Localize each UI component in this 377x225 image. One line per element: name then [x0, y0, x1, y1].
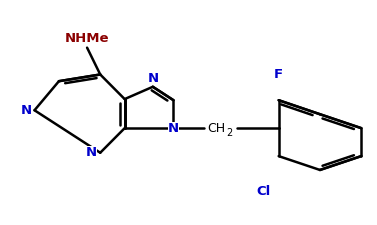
Text: F: F	[274, 68, 283, 81]
Text: N: N	[168, 122, 179, 135]
Text: Cl: Cl	[256, 185, 271, 198]
Text: CH: CH	[208, 122, 226, 135]
Text: N: N	[20, 104, 32, 117]
Text: NHMe: NHMe	[65, 32, 109, 45]
Text: 2: 2	[227, 128, 233, 138]
Text: N: N	[147, 72, 158, 85]
Text: N: N	[86, 146, 97, 159]
